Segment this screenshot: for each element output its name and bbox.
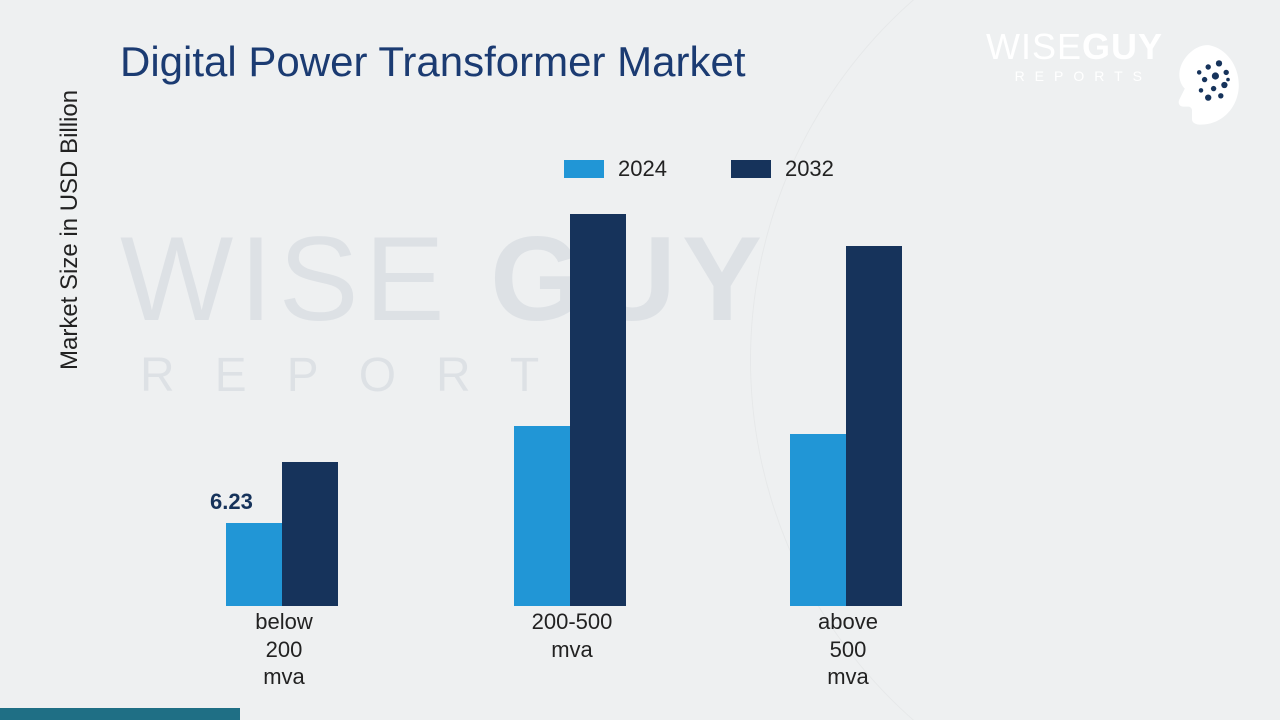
legend-swatch <box>564 160 604 178</box>
logo: WISEGUY REPORTS <box>986 28 1246 84</box>
category-labels-row: below200mva 200-500mva above500mva <box>150 608 950 708</box>
ai-head-icon <box>1156 40 1246 130</box>
bar-2032 <box>282 462 338 606</box>
legend-item-2024: 2024 <box>564 156 667 182</box>
plot-area: 6.23 <box>150 206 950 606</box>
bar-2024 <box>226 523 282 606</box>
logo-text-bold: GUY <box>1082 26 1163 67</box>
legend-label: 2032 <box>785 156 834 182</box>
bar-2024 <box>514 426 570 606</box>
legend-label: 2024 <box>618 156 667 182</box>
data-label: 6.23 <box>210 489 253 515</box>
infographic-canvas: WISEGUY REPORTS Digital Power Transforme… <box>0 0 1280 720</box>
category-label: 200-500mva <box>492 608 652 663</box>
category-label: below200mva <box>204 608 364 691</box>
logo-text-light: WISE <box>986 26 1082 67</box>
bar-2032 <box>570 214 626 606</box>
legend-item-2032: 2032 <box>731 156 834 182</box>
y-axis-label: Market Size in USD Billion <box>56 90 84 370</box>
category-label: above500mva <box>768 608 928 691</box>
bar-2032 <box>846 246 902 606</box>
chart-title: Digital Power Transformer Market <box>120 38 746 86</box>
accent-bar <box>0 708 240 720</box>
legend: 2024 2032 <box>564 156 834 182</box>
bar-2024 <box>790 434 846 606</box>
legend-swatch <box>731 160 771 178</box>
